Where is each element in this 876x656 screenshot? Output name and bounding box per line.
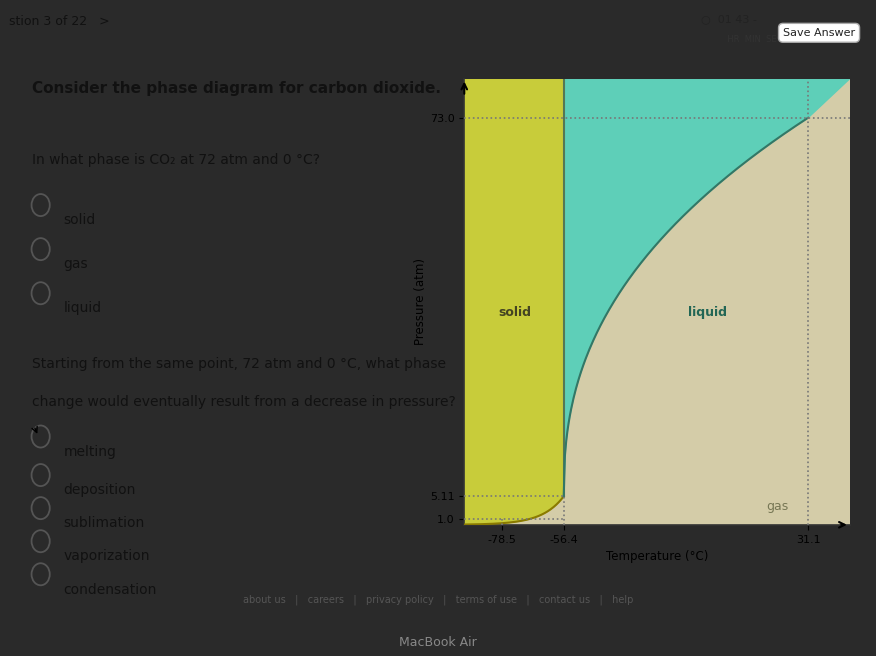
Text: solid: solid [63, 213, 95, 228]
X-axis label: Temperature (°C): Temperature (°C) [606, 550, 708, 563]
Text: Starting from the same point, 72 atm and 0 °C, what phase: Starting from the same point, 72 atm and… [32, 357, 446, 371]
Text: condensation: condensation [63, 583, 157, 596]
Text: deposition: deposition [63, 483, 136, 497]
Text: sublimation: sublimation [63, 516, 145, 531]
Text: about us   |   careers   |   privacy policy   |   terms of use   |   contact us : about us | careers | privacy policy | te… [243, 595, 633, 605]
Text: vaporization: vaporization [63, 550, 150, 564]
Text: liquid: liquid [688, 306, 727, 319]
Text: Save Answer: Save Answer [783, 28, 855, 38]
Text: gas: gas [63, 257, 88, 272]
Text: HR  MIN  SEC: HR MIN SEC [701, 35, 782, 45]
Text: MacBook Air: MacBook Air [399, 636, 477, 649]
Text: stion 3 of 22   >: stion 3 of 22 > [9, 14, 110, 28]
Polygon shape [464, 79, 564, 525]
Text: change would eventually result from a decrease in pressure?: change would eventually result from a de… [32, 395, 456, 409]
Y-axis label: Pressure (atm): Pressure (atm) [414, 258, 427, 345]
Text: Consider the phase diagram for carbon dioxide.: Consider the phase diagram for carbon di… [32, 81, 441, 96]
Text: gas: gas [766, 501, 788, 514]
Text: melting: melting [63, 445, 117, 459]
Text: liquid: liquid [63, 302, 102, 316]
Text: In what phase is CO₂ at 72 atm and 0 °C?: In what phase is CO₂ at 72 atm and 0 °C? [32, 153, 320, 167]
Polygon shape [564, 79, 850, 497]
Text: ○  01 43 -: ○ 01 43 - [701, 14, 757, 25]
Text: solid: solid [498, 306, 531, 319]
